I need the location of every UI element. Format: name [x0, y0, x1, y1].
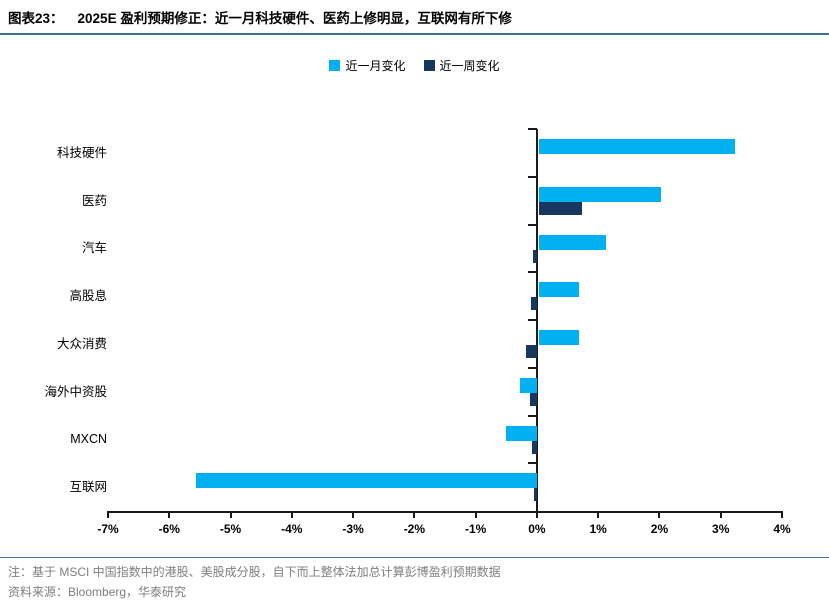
x-tick-label: -1%: [464, 522, 487, 536]
category-label: MXCN: [70, 432, 107, 447]
category-tick: [527, 366, 537, 369]
x-tick-label: -3%: [342, 522, 364, 536]
category-tick: [527, 271, 537, 274]
x-tick: [107, 511, 109, 518]
legend-label-week: 近一周变化: [439, 59, 500, 73]
footer-divider: [0, 557, 829, 558]
title-divider: [0, 33, 829, 35]
category-tick: [527, 414, 537, 417]
x-tick: [168, 511, 171, 518]
bar-month: [506, 425, 537, 441]
figure-title-text: 2025E 盈利预期修正：近一月科技硬件、医药上修明显，互联网有所下修: [77, 11, 512, 26]
bar-month: [538, 234, 607, 250]
x-tick: [474, 511, 477, 518]
x-tick-label: 0%: [528, 522, 546, 536]
x-tick: [535, 511, 538, 518]
bar-month: [538, 139, 735, 154]
x-tick: [229, 511, 232, 518]
bar-month: [196, 473, 537, 489]
footnote: 注：基于 MSCI 中国指数中的港股、美股成分股，自下而上整体法加总计算彭博盈利…: [8, 565, 501, 579]
x-tick-label: 2%: [650, 522, 669, 536]
figure-number: 图表23：: [8, 11, 64, 26]
bar-week: [530, 297, 537, 311]
category-tick: [527, 175, 537, 178]
legend-item-month: 近一月变化: [329, 57, 406, 74]
x-tick-label: 1%: [589, 522, 607, 536]
category-label: 大众消费: [56, 336, 107, 351]
category-label: 海外中资股: [44, 384, 107, 399]
bar-month: [538, 186, 662, 202]
x-tick: [597, 511, 600, 518]
bar-week: [526, 345, 537, 358]
x-tick: [290, 511, 293, 518]
bar-month: [538, 330, 579, 345]
category-label: 科技硬件: [56, 145, 107, 160]
x-tick-label: -5%: [219, 522, 242, 536]
category-tick: [527, 319, 537, 321]
x-tick: [658, 511, 661, 518]
x-tick: [413, 511, 416, 518]
bar-month: [519, 377, 537, 393]
x-tick-label: 3%: [712, 522, 730, 536]
legend-label-month: 近一月变化: [345, 59, 406, 73]
x-tick-label: -4%: [281, 522, 303, 536]
category-label: 医药: [81, 193, 107, 208]
bar-week: [538, 201, 582, 215]
x-tick: [719, 511, 722, 518]
category-tick: [527, 128, 537, 130]
bar-month: [538, 282, 580, 298]
legend-swatch-week-icon: [423, 60, 435, 71]
bar-week: [530, 392, 537, 406]
zero-axis-line: [536, 129, 538, 513]
category-label: 互联网: [69, 480, 107, 495]
category-label: 汽车: [81, 241, 107, 256]
x-tick-label: -7%: [97, 522, 119, 536]
bar-week: [532, 440, 537, 454]
x-tick-label: 4%: [773, 522, 791, 536]
legend-swatch-month-icon: [329, 60, 341, 71]
x-axis-line: [107, 511, 783, 513]
figure-title: 图表23： 2025E 盈利预期修正：近一月科技硬件、医药上修明显，互联网有所下…: [8, 7, 512, 27]
category-tick: [527, 223, 537, 226]
category-label: 高股息: [69, 289, 107, 304]
x-tick: [352, 511, 355, 518]
legend-item-week: 近一周变化: [423, 57, 500, 74]
chart-legend: 近一月变化 近一周变化: [0, 57, 829, 74]
x-tick-label: -2%: [403, 522, 426, 536]
source-note: 资料来源：Bloomberg，华泰研究: [8, 585, 187, 599]
category-tick: [527, 462, 537, 465]
bar-week: [532, 249, 537, 263]
x-tick: [781, 511, 783, 518]
x-tick-label: -6%: [158, 522, 180, 536]
bar-week: [534, 488, 537, 502]
